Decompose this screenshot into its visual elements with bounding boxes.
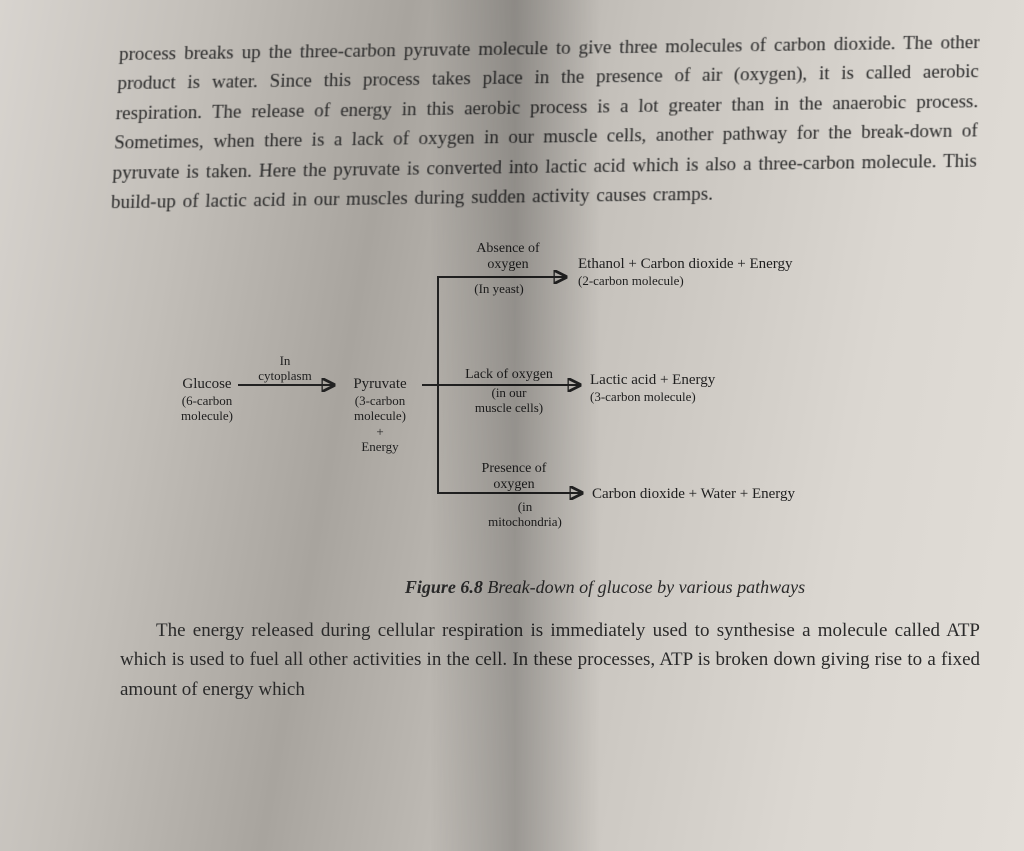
condition-presence-oxygen: Presence of oxygen [454, 461, 574, 495]
figure-caption-text: Break-down of glucose by various pathway… [483, 577, 805, 597]
lactic-sub: (3-carbon molecule) [590, 389, 850, 405]
body-paragraph-2: The energy released during cellular resp… [120, 616, 980, 704]
figure-caption: Figure 6.8 Break-down of glucose by vari… [230, 577, 980, 598]
body-paragraph-1: process breaks up the three-carbon pyruv… [110, 28, 980, 218]
node-pyruvate: Pyruvate (3-carbon molecule) + Energy [335, 375, 425, 455]
lactic-line: Lactic acid + Energy [590, 371, 850, 389]
ethanol-line: Ethanol + Carbon dioxide + Energy [578, 255, 908, 273]
product-lactic-acid: Lactic acid + Energy (3-carbon molecule) [590, 371, 850, 405]
node-glucose: Glucose (6-carbon molecule) [162, 375, 252, 424]
glucose-label: Glucose [162, 375, 252, 393]
respiration-pathways-diagram: Glucose (6-carbon molecule) In cytoplasm… [110, 233, 930, 563]
pyruvate-sub: (3-carbon molecule) + Energy [335, 393, 425, 455]
label-in-cytoplasm: In cytoplasm [240, 353, 330, 384]
condition-lack-oxygen: Lack of oxygen [444, 367, 574, 384]
product-co2-water: Carbon dioxide + Water + Energy [592, 485, 912, 503]
location-muscle-cells: (in our muscle cells) [454, 385, 564, 416]
figure-number: Figure 6.8 [405, 577, 483, 597]
condition-absence-oxygen: Absence of oxygen [448, 241, 568, 275]
pyruvate-label: Pyruvate [335, 375, 425, 393]
glucose-sub: (6-carbon molecule) [162, 393, 252, 424]
location-mitochondria: (in mitochondria) [470, 499, 580, 530]
product-ethanol: Ethanol + Carbon dioxide + Energy (2-car… [578, 255, 908, 289]
ethanol-sub: (2-carbon molecule) [578, 273, 908, 289]
location-in-yeast: (In yeast) [444, 281, 554, 297]
